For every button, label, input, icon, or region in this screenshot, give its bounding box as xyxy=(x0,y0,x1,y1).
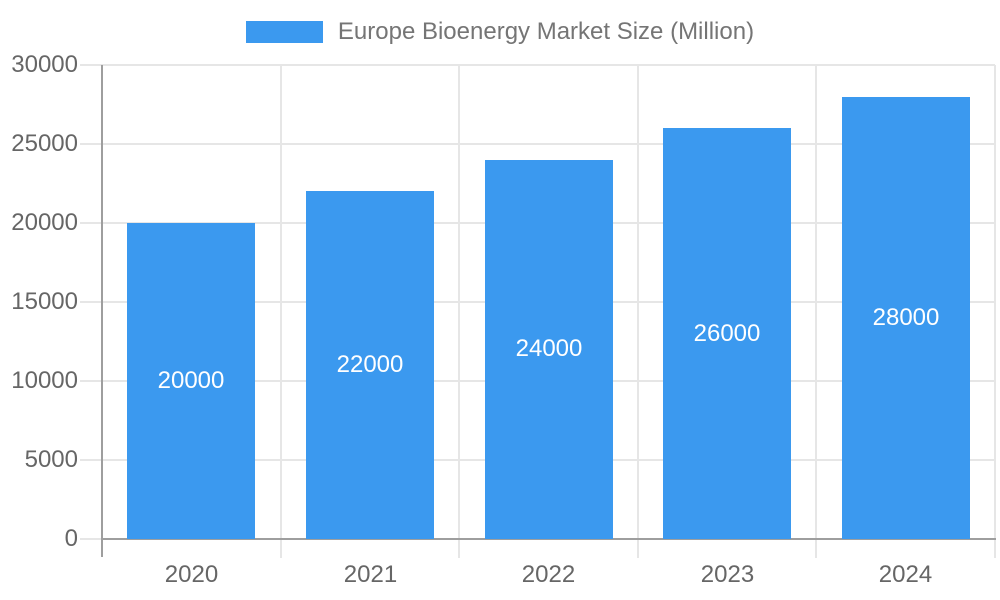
y-axis-label: 10000 xyxy=(11,367,78,394)
legend-swatch xyxy=(245,21,323,43)
gridline-vertical xyxy=(280,65,282,539)
x-axis-tick xyxy=(458,539,460,558)
y-axis-label: 30000 xyxy=(11,51,78,78)
x-axis-tick xyxy=(637,539,639,558)
x-axis-tick xyxy=(815,539,817,558)
y-axis-label: 15000 xyxy=(11,288,78,315)
y-axis-label: 5000 xyxy=(24,446,78,473)
bar-2020[interactable] xyxy=(127,223,255,539)
y-axis-tick xyxy=(80,459,102,461)
gridline-vertical xyxy=(994,65,996,539)
bar-2021[interactable] xyxy=(306,191,434,539)
y-axis-line xyxy=(101,65,103,557)
x-axis-label: 2023 xyxy=(700,561,755,588)
bar-value-label: 28000 xyxy=(872,304,940,331)
y-axis-tick xyxy=(80,64,102,66)
bar-value-label: 26000 xyxy=(693,320,761,347)
gridline-vertical xyxy=(637,65,639,539)
x-axis-label: 2022 xyxy=(521,561,576,588)
bar-2023[interactable] xyxy=(663,128,791,539)
x-axis-label: 2021 xyxy=(343,561,398,588)
x-axis-label: 2020 xyxy=(164,561,219,588)
x-axis-tick xyxy=(994,539,996,558)
y-axis-tick xyxy=(80,143,102,145)
bar-value-label: 20000 xyxy=(157,367,225,394)
gridline-vertical xyxy=(815,65,817,539)
y-axis-tick xyxy=(80,301,102,303)
bar-value-label: 24000 xyxy=(515,335,583,362)
x-axis-tick xyxy=(280,539,282,558)
legend: Europe Bioenergy Market Size (Million) xyxy=(0,18,1000,45)
y-axis-tick xyxy=(80,222,102,224)
legend-series-label: Europe Bioenergy Market Size (Million) xyxy=(337,18,755,45)
y-axis-label: 20000 xyxy=(11,209,78,236)
y-axis-tick xyxy=(80,538,102,540)
x-axis-label: 2024 xyxy=(878,561,933,588)
y-axis-label: 0 xyxy=(64,525,78,552)
gridline-horizontal xyxy=(102,143,995,145)
bar-2024[interactable] xyxy=(842,97,970,539)
gridline-vertical xyxy=(458,65,460,539)
x-axis-line xyxy=(101,538,996,540)
y-axis-label: 25000 xyxy=(11,130,78,157)
gridline-horizontal xyxy=(102,64,995,66)
bar-value-label: 22000 xyxy=(336,351,404,378)
y-axis-tick xyxy=(80,380,102,382)
bar-2022[interactable] xyxy=(485,160,613,539)
